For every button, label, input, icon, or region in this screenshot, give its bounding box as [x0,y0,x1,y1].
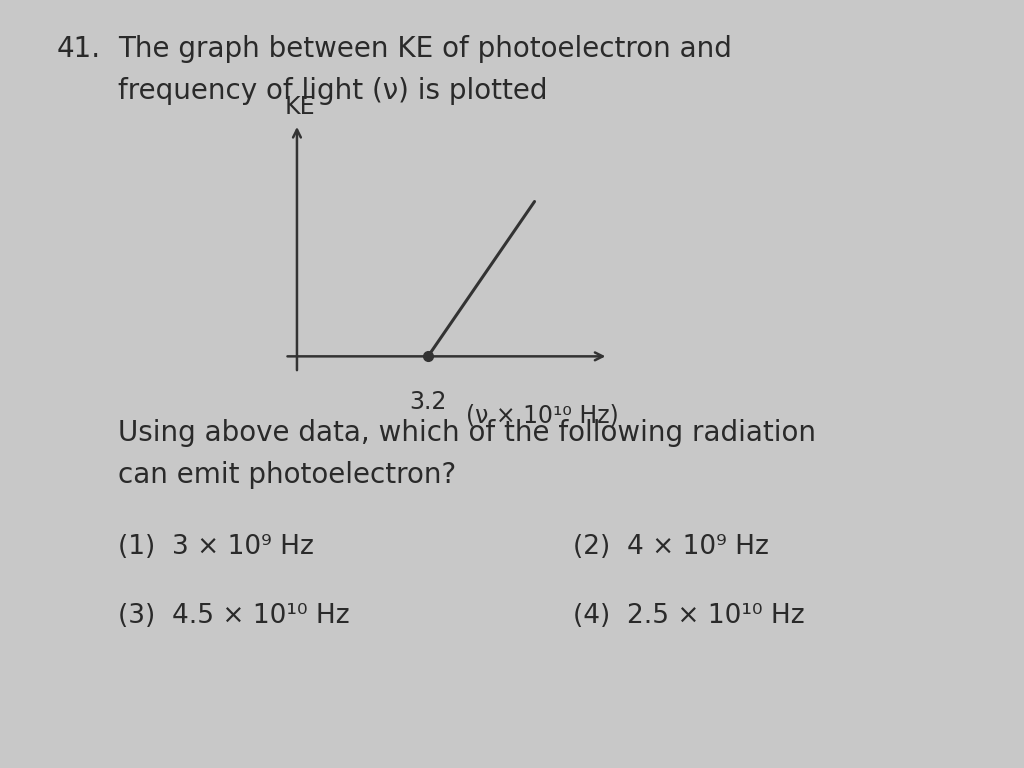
Text: 41.: 41. [56,35,100,62]
Text: (4)  2.5 × 10¹⁰ Hz: (4) 2.5 × 10¹⁰ Hz [573,603,805,629]
Text: (2)  4 × 10⁹ Hz: (2) 4 × 10⁹ Hz [573,534,769,560]
Text: (1)  3 × 10⁹ Hz: (1) 3 × 10⁹ Hz [118,534,313,560]
Text: (3)  4.5 × 10¹⁰ Hz: (3) 4.5 × 10¹⁰ Hz [118,603,349,629]
Text: The graph between KE of photoelectron and: The graph between KE of photoelectron an… [118,35,731,62]
Text: Using above data, which of the following radiation: Using above data, which of the following… [118,419,816,446]
Text: 3.2: 3.2 [410,389,446,413]
Text: (ν × 10¹⁰ Hz): (ν × 10¹⁰ Hz) [466,403,620,427]
Text: frequency of light (ν) is plotted: frequency of light (ν) is plotted [118,77,547,104]
Text: KE: KE [285,94,315,118]
Text: can emit photoelectron?: can emit photoelectron? [118,461,456,488]
